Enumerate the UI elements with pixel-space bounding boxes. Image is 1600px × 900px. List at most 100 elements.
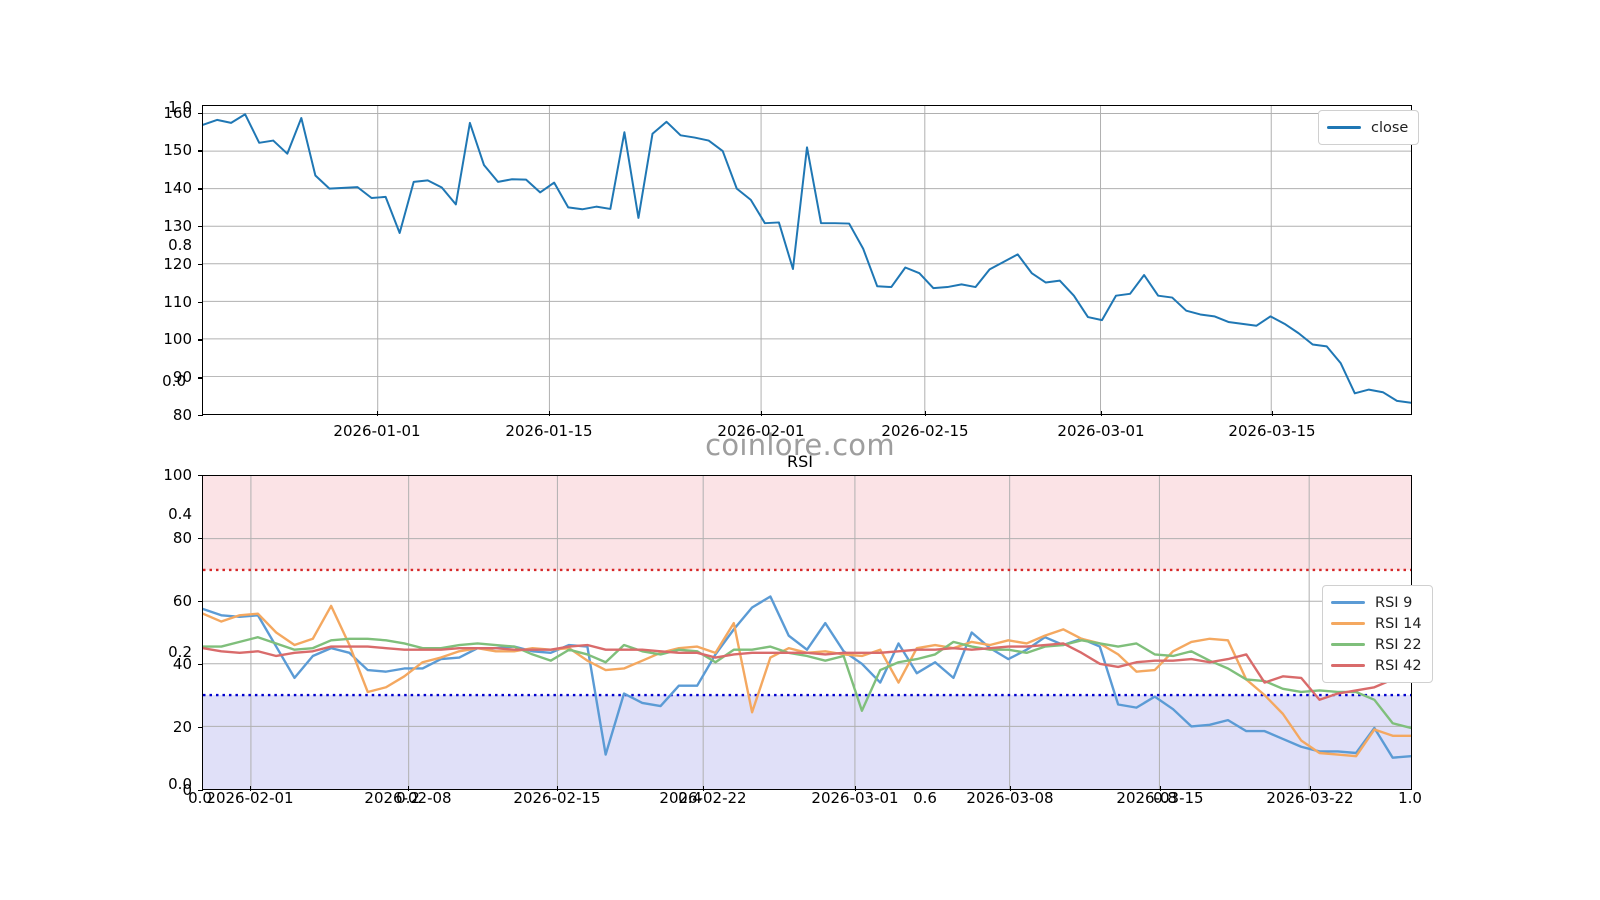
rsi-x-tick-0: 2026-02-01 [206,789,294,807]
axis-tick [557,786,559,791]
rsi-band [203,695,1411,789]
price-x-tick-5: 2026-03-15 [1228,422,1316,440]
price-y-tick-150: 150 [163,141,192,160]
rsi-line-rsi-9 [203,595,1411,759]
legend-color-swatch [1327,126,1361,129]
axis-tick [855,786,857,791]
axis-tick [1310,786,1312,791]
rsi-y-tick-60: 60 [172,592,192,610]
axis-tick [198,538,203,540]
overlay-rsi-y-0-4: 0.4 [168,505,192,523]
axis-tick [761,411,763,416]
price-y-tick-110: 110 [163,292,192,311]
rsi-legend-item[interactable]: RSI 14 [1331,613,1422,634]
overlay-x-tick-4: 0.8 [1153,789,1177,807]
overlay-x-tick-3: 0.6 [913,789,937,807]
axis-tick [1101,411,1103,416]
rsi-legend-item[interactable]: RSI 42 [1331,655,1422,676]
rsi-x-tick-5: 2026-03-08 [966,789,1054,807]
rsi-y-tick-20: 20 [172,718,192,736]
price-y-tick-80: 80 [172,406,192,424]
axis-tick [198,475,203,477]
rsi-x-tick-6: 2026-03-15 [1116,789,1204,807]
rsi-legend-item[interactable]: RSI 22 [1331,634,1422,655]
rsi-plot-area [203,476,1411,789]
axis-tick [408,786,410,791]
axis-tick [198,301,203,303]
axis-tick [198,225,203,228]
price-y-tick-130: 130 [163,216,192,235]
rsi-line-rsi-22 [203,635,1411,730]
axis-tick [198,150,203,152]
overlay-rsi-y-0-0: 0.0 [168,775,192,793]
rsi-y-tick-80: 80 [172,529,192,547]
legend-label: RSI 9 [1375,594,1413,611]
rsi-x-tick-2: 2026-02-15 [513,789,601,807]
rsi-x-tick-1: 2026-02-08 [364,789,452,807]
rsi-x-tick-3: 2026-02-22 [659,789,747,807]
rsi-x-tick-4: 2026-03-01 [811,789,899,807]
price-x-tick-3: 2026-02-15 [881,422,969,440]
price-y-tick-120: 120 [163,254,192,273]
price-y-tick-90: 90 [172,368,192,387]
rsi-chart-title: RSI [787,452,813,471]
overlay-y-tick-1-0: 1.0 [168,98,192,116]
legend-color-swatch [1331,622,1365,625]
rsi-line-rsi-42 [203,642,1411,701]
price-x-tick-4: 2026-03-01 [1057,422,1145,440]
legend-label: RSI 14 [1375,615,1422,632]
rsi-x-tick-7: 2026-03-22 [1266,789,1354,807]
axis-tick [377,411,379,416]
axis-tick [198,601,203,603]
price-y-tick-140: 140 [163,179,192,198]
overlay-x-tick-0: 0.0 [188,789,212,807]
overlay-x-tick-5: 1.0 [1398,789,1422,807]
rsi-legend-item[interactable]: RSI 9 [1331,592,1422,613]
legend-label: RSI 22 [1375,636,1422,653]
axis-tick [198,415,203,417]
price-legend-item[interactable]: close [1327,117,1408,138]
price-x-tick-0: 2026-01-01 [333,422,421,440]
price-plot-area [203,106,1411,414]
axis-tick [703,786,705,791]
axis-tick [549,411,551,416]
axis-tick [198,790,203,792]
overlay-x-tick-2: 0.4 [678,789,702,807]
close-price-line [203,113,1411,404]
legend-label: RSI 42 [1375,657,1422,674]
axis-tick [1160,786,1162,791]
rsi-legend: RSI 9 RSI 14 RSI 22 RSI 42 [1322,585,1433,683]
axis-tick [1272,411,1274,416]
rsi-y-tick-0: 0 [182,781,192,799]
axis-tick [198,339,203,341]
price-x-tick-2: 2026-02-01 [717,422,805,440]
price-y-tick-100: 100 [163,330,192,349]
axis-tick [198,377,203,379]
price-y-tick-160: 160 [163,103,192,122]
axis-tick [198,664,203,666]
legend-color-swatch [1331,643,1365,646]
rsi-y-tick-100: 100 [163,466,192,484]
rsi-band [203,476,1411,570]
legend-color-swatch [1331,664,1365,667]
rsi-y-tick-40: 40 [172,655,192,673]
axis-tick [250,786,252,791]
axis-tick [1010,786,1012,791]
legend-label: close [1371,119,1409,136]
price-legend: close [1318,110,1420,145]
rsi-chart-panel [202,475,1412,790]
price-chart-panel [202,105,1412,415]
axis-tick [925,411,927,416]
price-x-tick-1: 2026-01-15 [505,422,593,440]
axis-tick [198,188,203,190]
overlay-x-tick-1: 0.2 [396,789,420,807]
overlay-rsi-y-0-2: 0.2 [168,643,192,661]
axis-tick [198,263,203,266]
overlay-y-tick-0-0: 0.0 [162,372,186,390]
axis-tick [198,727,203,729]
watermark: coinlore.com [705,428,895,462]
overlay-y-tick-0-8: 0.8 [168,236,192,254]
legend-color-swatch [1331,601,1365,604]
axis-tick [198,112,203,114]
